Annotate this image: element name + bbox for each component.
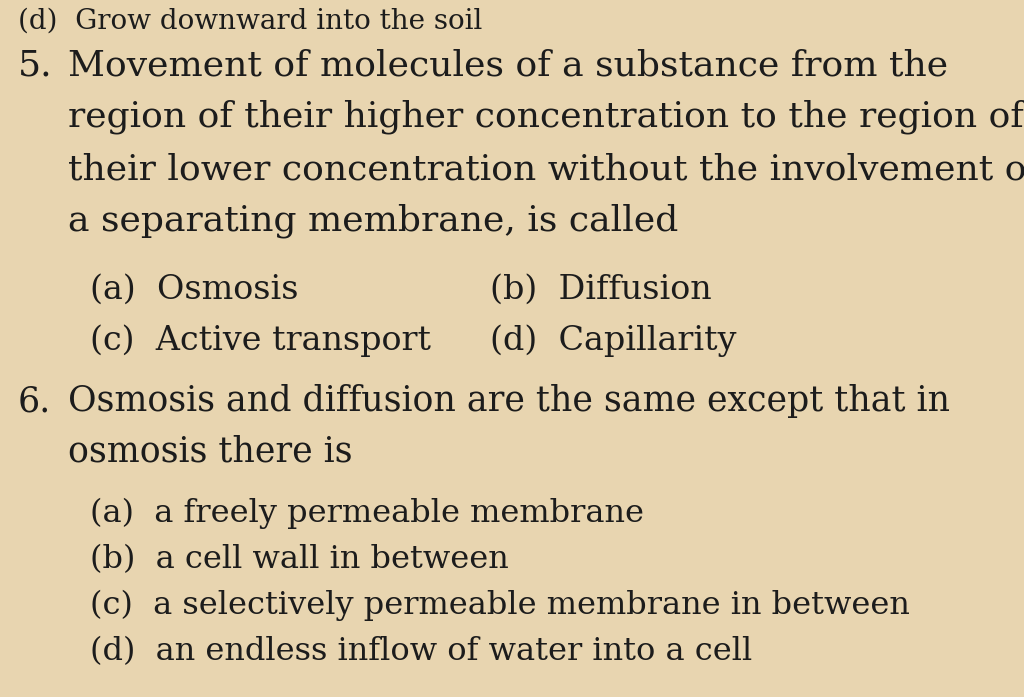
- Text: 6.: 6.: [18, 384, 51, 418]
- Text: region of their higher concentration to the region of: region of their higher concentration to …: [68, 100, 1024, 135]
- Text: (a)  a freely permeable membrane: (a) a freely permeable membrane: [90, 498, 644, 529]
- Text: (b)  Diffusion: (b) Diffusion: [490, 274, 712, 306]
- Text: their lower concentration without the involvement of: their lower concentration without the in…: [68, 152, 1024, 186]
- Text: a separating membrane, is called: a separating membrane, is called: [68, 204, 678, 238]
- Text: (d)  Grow downward into the soil: (d) Grow downward into the soil: [18, 8, 482, 35]
- Text: 5.: 5.: [18, 48, 52, 82]
- Text: (d)  an endless inflow of water into a cell: (d) an endless inflow of water into a ce…: [90, 636, 753, 667]
- Text: (c)  a selectively permeable membrane in between: (c) a selectively permeable membrane in …: [90, 590, 910, 621]
- Text: (c)  Active transport: (c) Active transport: [90, 324, 431, 357]
- Text: Osmosis and diffusion are the same except that in: Osmosis and diffusion are the same excep…: [68, 384, 950, 418]
- Text: (d)  Capillarity: (d) Capillarity: [490, 324, 736, 357]
- Text: (a)  Osmosis: (a) Osmosis: [90, 274, 299, 306]
- Text: osmosis there is: osmosis there is: [68, 434, 352, 468]
- Text: Movement of molecules of a substance from the: Movement of molecules of a substance fro…: [68, 48, 948, 82]
- Text: (b)  a cell wall in between: (b) a cell wall in between: [90, 544, 509, 575]
